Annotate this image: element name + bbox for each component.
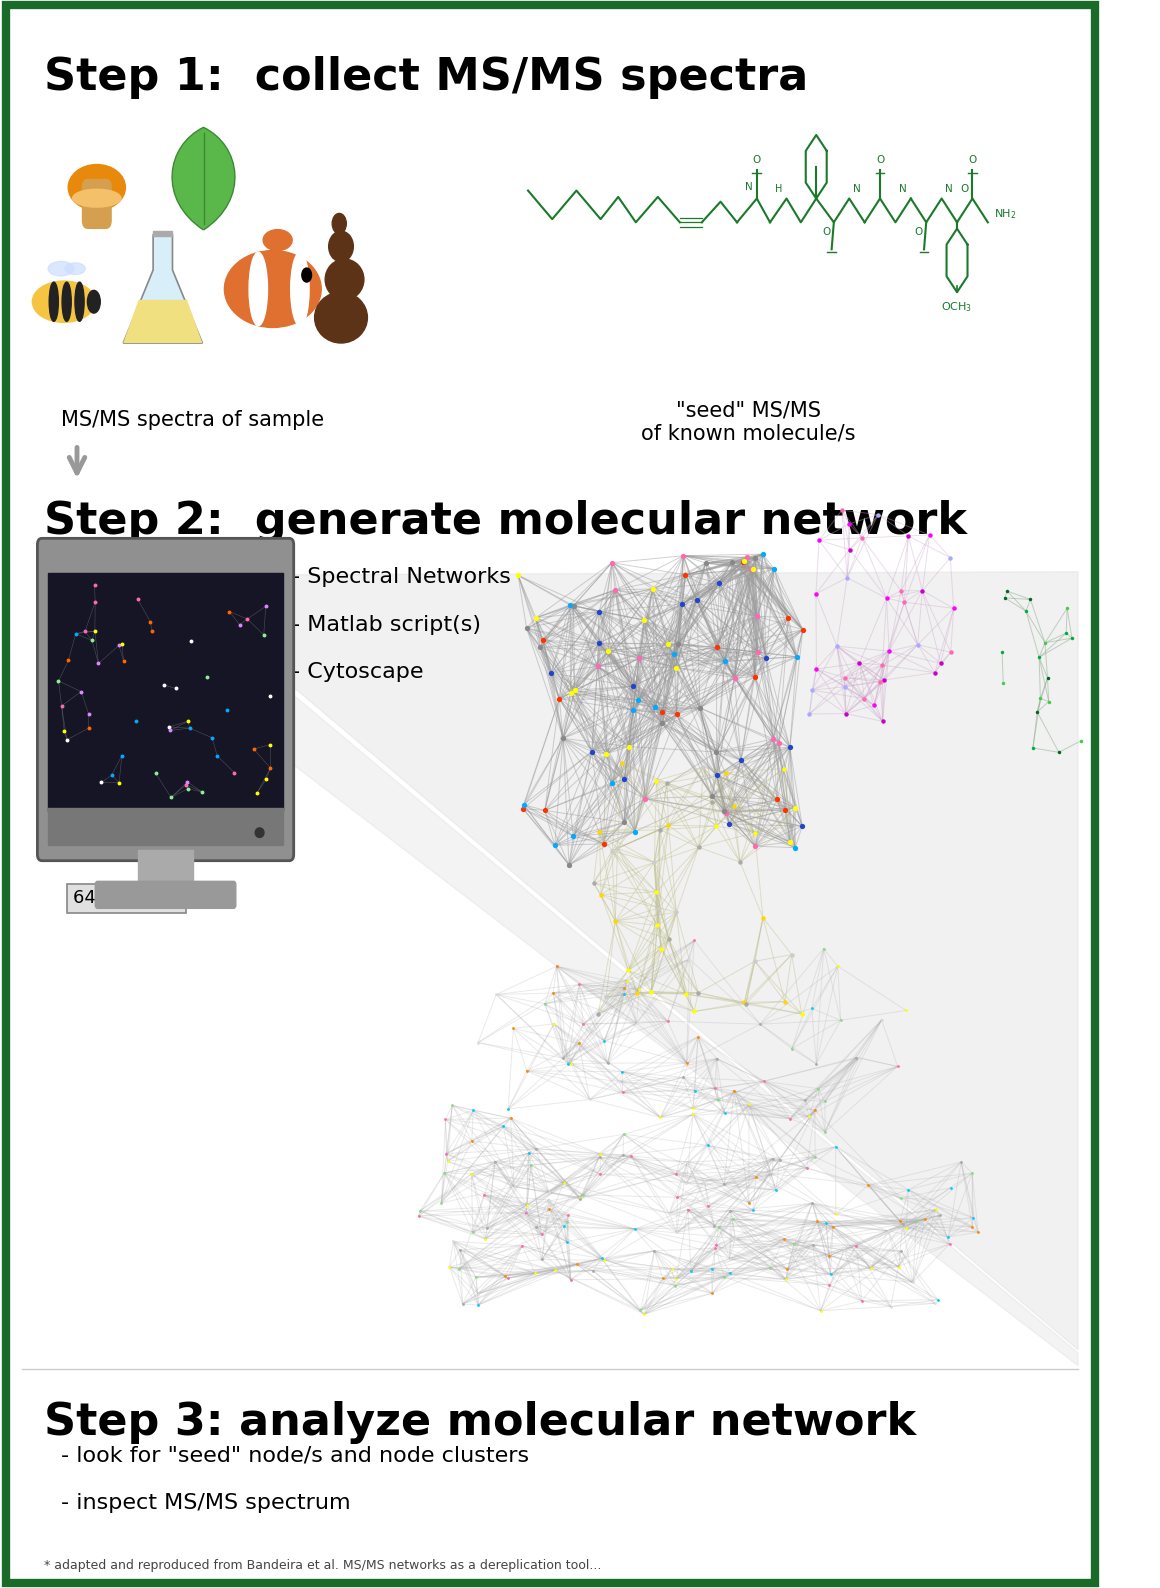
Ellipse shape [314, 292, 368, 343]
Ellipse shape [224, 251, 321, 327]
Ellipse shape [291, 252, 309, 326]
Ellipse shape [332, 213, 347, 233]
Text: - inspect MS/MS spectrum: - inspect MS/MS spectrum [60, 1493, 350, 1513]
Bar [49, 573, 283, 811]
FancyBboxPatch shape [95, 881, 235, 908]
Ellipse shape [63, 283, 71, 321]
Ellipse shape [49, 283, 58, 321]
Text: N: N [853, 184, 861, 194]
Text: N: N [745, 183, 753, 192]
Ellipse shape [48, 262, 74, 276]
Text: - Spectral Networks: - Spectral Networks [291, 567, 510, 588]
PathPatch shape [172, 127, 235, 230]
Text: N: N [899, 184, 907, 194]
Text: H: H [775, 184, 783, 194]
Text: 64-bit Linux: 64-bit Linux [73, 889, 180, 907]
Ellipse shape [249, 252, 268, 326]
Text: O: O [822, 227, 831, 237]
FancyBboxPatch shape [82, 179, 111, 229]
Bar [153, 232, 173, 237]
Text: OCH$_3$: OCH$_3$ [942, 300, 972, 314]
Text: Step 1:  collect MS/MS spectra: Step 1: collect MS/MS spectra [44, 56, 809, 98]
Text: O: O [753, 156, 761, 165]
Text: - look for "seed" node/s and node clusters: - look for "seed" node/s and node cluste… [60, 1445, 529, 1466]
Text: * adapted and reproduced from Bandeira et al. MS/MS networks as a dereplication : * adapted and reproduced from Bandeira e… [44, 1559, 601, 1572]
PathPatch shape [123, 300, 202, 343]
Ellipse shape [325, 259, 364, 300]
Ellipse shape [32, 281, 95, 322]
Ellipse shape [263, 230, 292, 251]
Ellipse shape [328, 232, 354, 262]
Ellipse shape [87, 291, 100, 313]
Ellipse shape [302, 268, 312, 283]
Ellipse shape [255, 827, 264, 837]
Polygon shape [269, 572, 1078, 1350]
Ellipse shape [73, 189, 121, 206]
FancyBboxPatch shape [37, 538, 293, 861]
Text: MS/MS spectra of sample: MS/MS spectra of sample [61, 410, 324, 430]
Text: O: O [969, 156, 977, 165]
Text: O: O [960, 184, 969, 194]
Text: - Matlab script(s): - Matlab script(s) [291, 615, 480, 635]
PathPatch shape [123, 235, 202, 343]
Polygon shape [269, 675, 1078, 1366]
Ellipse shape [65, 264, 85, 275]
Text: - Cytoscape: - Cytoscape [291, 662, 423, 683]
Text: O: O [876, 156, 884, 165]
Ellipse shape [68, 165, 125, 210]
Text: O: O [914, 227, 922, 237]
Text: "seed" MS/MS
of known molecule/s: "seed" MS/MS of known molecule/s [640, 400, 855, 443]
Bar [138, 850, 193, 886]
Text: N: N [945, 184, 954, 194]
Ellipse shape [75, 283, 85, 321]
Text: Step 2:  generate molecular network: Step 2: generate molecular network [44, 500, 967, 543]
Bar [49, 808, 283, 845]
Text: Step 3: analyze molecular network: Step 3: analyze molecular network [44, 1401, 916, 1443]
Text: NH$_2$: NH$_2$ [994, 208, 1017, 221]
